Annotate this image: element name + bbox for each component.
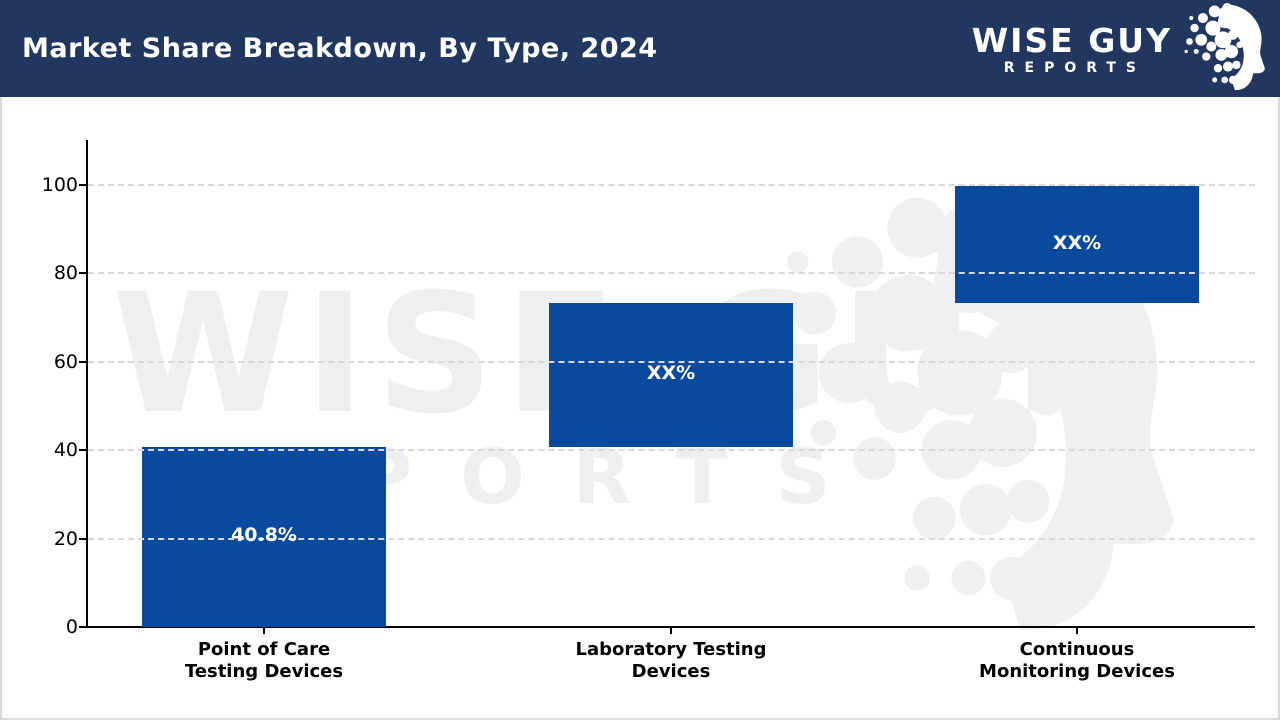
bar (142, 446, 386, 627)
y-tick (79, 449, 86, 452)
y-tick-label: 100 (41, 174, 78, 196)
y-tick (79, 184, 86, 186)
gridline (88, 360, 1255, 363)
header-band: Market Share Breakdown, By Type, 2024 WI… (0, 0, 1280, 97)
y-tick (79, 626, 86, 628)
category-label: Point of Care Testing Devices (114, 639, 414, 683)
y-tick (79, 537, 86, 540)
y-tick-label: 60 (53, 350, 78, 373)
bar-value-label: XX% (1052, 231, 1102, 254)
wise-guy-reports-logo: WISE GUY REPORTS (971, 3, 1266, 94)
y-tick (79, 272, 86, 275)
gridline (88, 537, 1255, 540)
bar-value-label: 40.8% (231, 523, 297, 546)
y-axis-line (86, 140, 88, 627)
gridline (88, 449, 1255, 452)
y-tick-label: 0 (65, 616, 78, 638)
logo-wordmark: WISE GUY (971, 20, 1172, 60)
bar-value-label: XX% (646, 362, 696, 385)
category-label-line: Point of Care (197, 639, 331, 660)
x-tick (263, 627, 265, 634)
category-label: Laboratory Testing Devices (521, 639, 821, 683)
bar (955, 185, 1199, 304)
y-tick (79, 360, 86, 363)
y-tick-label: 40 (53, 439, 78, 462)
category-label: Continuous Monitoring Devices (927, 639, 1227, 683)
page-title: Market Share Breakdown, By Type, 2024 (22, 33, 658, 64)
logo-text: WISE GUY REPORTS (971, 20, 1172, 76)
x-tick (670, 627, 672, 634)
gridline (88, 184, 1255, 186)
bar (549, 303, 793, 447)
category-label-line: Monitoring Devices (979, 661, 1175, 682)
y-tick-label: 80 (53, 262, 78, 285)
category-label-line: Continuous (1019, 639, 1135, 660)
y-tick-label: 20 (53, 527, 78, 550)
category-label-line: Testing Devices (184, 661, 344, 682)
category-label-line: Laboratory Testing (575, 639, 767, 660)
logo-subtitle: REPORTS (1003, 59, 1147, 76)
category-label-line: Devices (631, 661, 711, 682)
x-tick (1076, 627, 1078, 634)
gridline (88, 272, 1255, 275)
